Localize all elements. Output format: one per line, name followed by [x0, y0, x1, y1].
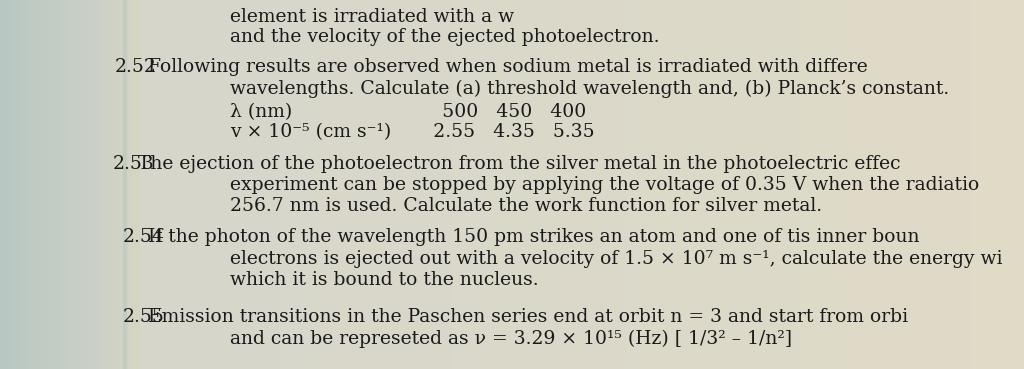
Text: If the photon of the wavelength 150 pm strikes an atom and one of tis inner boun: If the photon of the wavelength 150 pm s…	[148, 228, 920, 246]
Text: 2.55: 2.55	[123, 308, 165, 326]
Text: 2.52: 2.52	[115, 58, 157, 76]
Text: Emission transitions in the Paschen series end at orbit n = 3 and start from orb: Emission transitions in the Paschen seri…	[148, 308, 908, 326]
Text: 2.54: 2.54	[123, 228, 165, 246]
Text: electrons is ejected out with a velocity of 1.5 × 10⁷ m s⁻¹, calculate the energ: electrons is ejected out with a velocity…	[230, 250, 1002, 268]
Text: element is irradiated with a w: element is irradiated with a w	[230, 8, 514, 26]
Text: and can be represeted as ν = 3.29 × 10¹⁵ (Hz) [ 1/3² – 1/n²]: and can be represeted as ν = 3.29 × 10¹⁵…	[230, 330, 793, 348]
Text: 2.53: 2.53	[113, 155, 155, 173]
Text: and the velocity of the ejected photoelectron.: and the velocity of the ejected photoele…	[230, 28, 659, 46]
Text: v × 10⁻⁵ (cm s⁻¹)       2.55   4.35   5.35: v × 10⁻⁵ (cm s⁻¹) 2.55 4.35 5.35	[230, 123, 595, 141]
Text: which it is bound to the nucleus.: which it is bound to the nucleus.	[230, 271, 539, 289]
Text: wavelengths. Calculate (a) threshold wavelength and, (b) Planck’s constant.: wavelengths. Calculate (a) threshold wav…	[230, 80, 949, 98]
Text: The ejection of the photoelectron from the silver metal in the photoelectric eff: The ejection of the photoelectron from t…	[138, 155, 901, 173]
Text: experiment can be stopped by applying the voltage of 0.35 V when the radiatio: experiment can be stopped by applying th…	[230, 176, 980, 194]
Text: λ (nm)                         500   450   400: λ (nm) 500 450 400	[230, 103, 587, 121]
Text: 256.7 nm is used. Calculate the work function for silver metal.: 256.7 nm is used. Calculate the work fun…	[230, 197, 822, 215]
Text: Following results are observed when sodium metal is irradiated with differe: Following results are observed when sodi…	[148, 58, 868, 76]
